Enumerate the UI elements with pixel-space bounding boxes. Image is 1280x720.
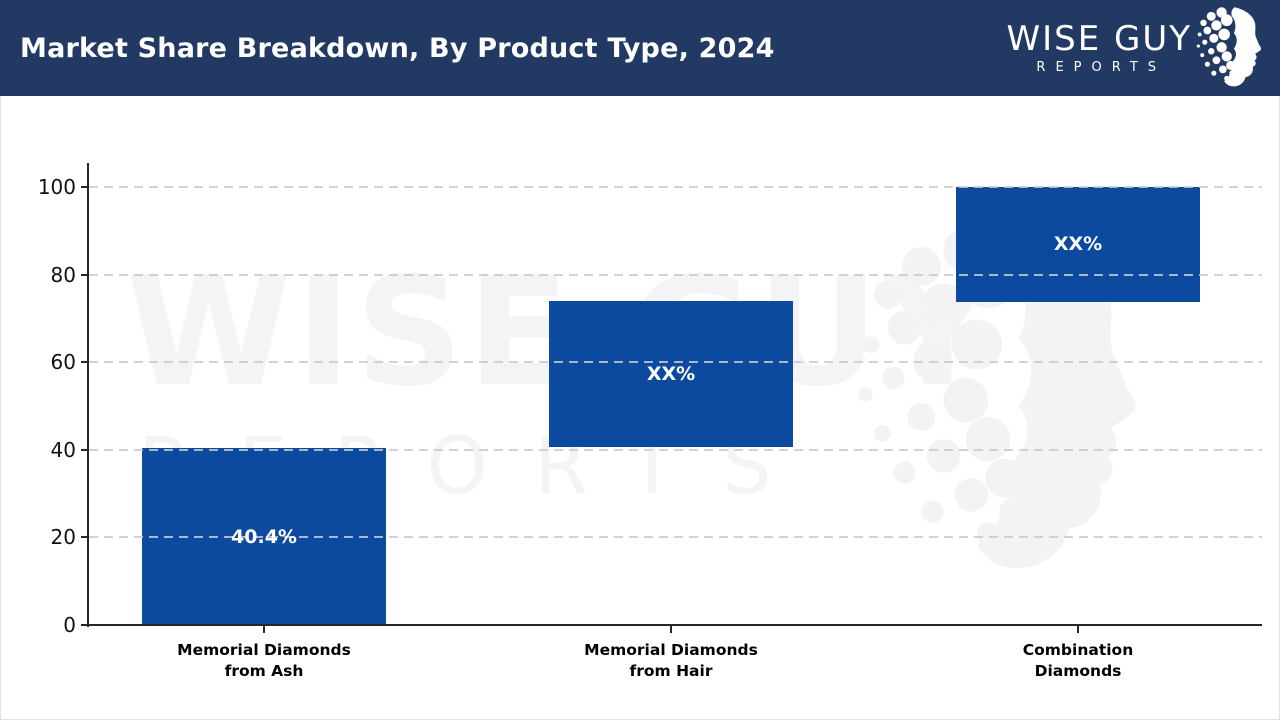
logo-subtitle: REPORTS [1036, 59, 1167, 75]
gridline [89, 448, 1262, 451]
bar [549, 301, 793, 448]
gridline [89, 273, 1262, 276]
y-tickmark [81, 536, 88, 539]
x-axis-label: Memorial Diamonds from Hair [584, 641, 758, 680]
y-tickmark [81, 448, 88, 451]
bar-value-label: XX% [646, 363, 696, 386]
gridline [89, 186, 1262, 188]
chart-title: Market Share Breakdown, By Product Type,… [20, 32, 775, 64]
y-tickmark [81, 361, 88, 364]
bar-value-label: 40.4% [231, 525, 297, 548]
x-tickmark [1077, 626, 1079, 633]
y-axis-line [87, 163, 89, 627]
y-tick-label: 100 [37, 175, 76, 199]
x-tickmark [263, 626, 265, 633]
y-tickmark [81, 624, 88, 626]
header-bar: Market Share Breakdown, By Product Type,… [0, 0, 1280, 96]
gridline [89, 361, 1262, 364]
x-tickmark [670, 626, 672, 633]
y-tick-label: 80 [50, 262, 76, 287]
y-tick-label: 0 [63, 613, 76, 637]
y-tickmark [81, 186, 88, 188]
logo-wordmark: WISE GUY [1006, 18, 1192, 59]
y-tick-label: 40 [50, 437, 76, 462]
y-tick-label: 60 [50, 350, 76, 375]
y-tick-label: 20 [50, 525, 76, 550]
y-tickmark [81, 273, 88, 276]
x-axis-label: Memorial Diamonds from Ash [177, 641, 351, 680]
gridline [89, 536, 1262, 539]
bar-value-label: XX% [1053, 233, 1103, 256]
wiseguy-logo: WISE GUY REPORTS [1006, 6, 1266, 90]
x-axis-line [87, 624, 1262, 626]
x-axis-label: Combination Diamonds [1022, 641, 1134, 680]
